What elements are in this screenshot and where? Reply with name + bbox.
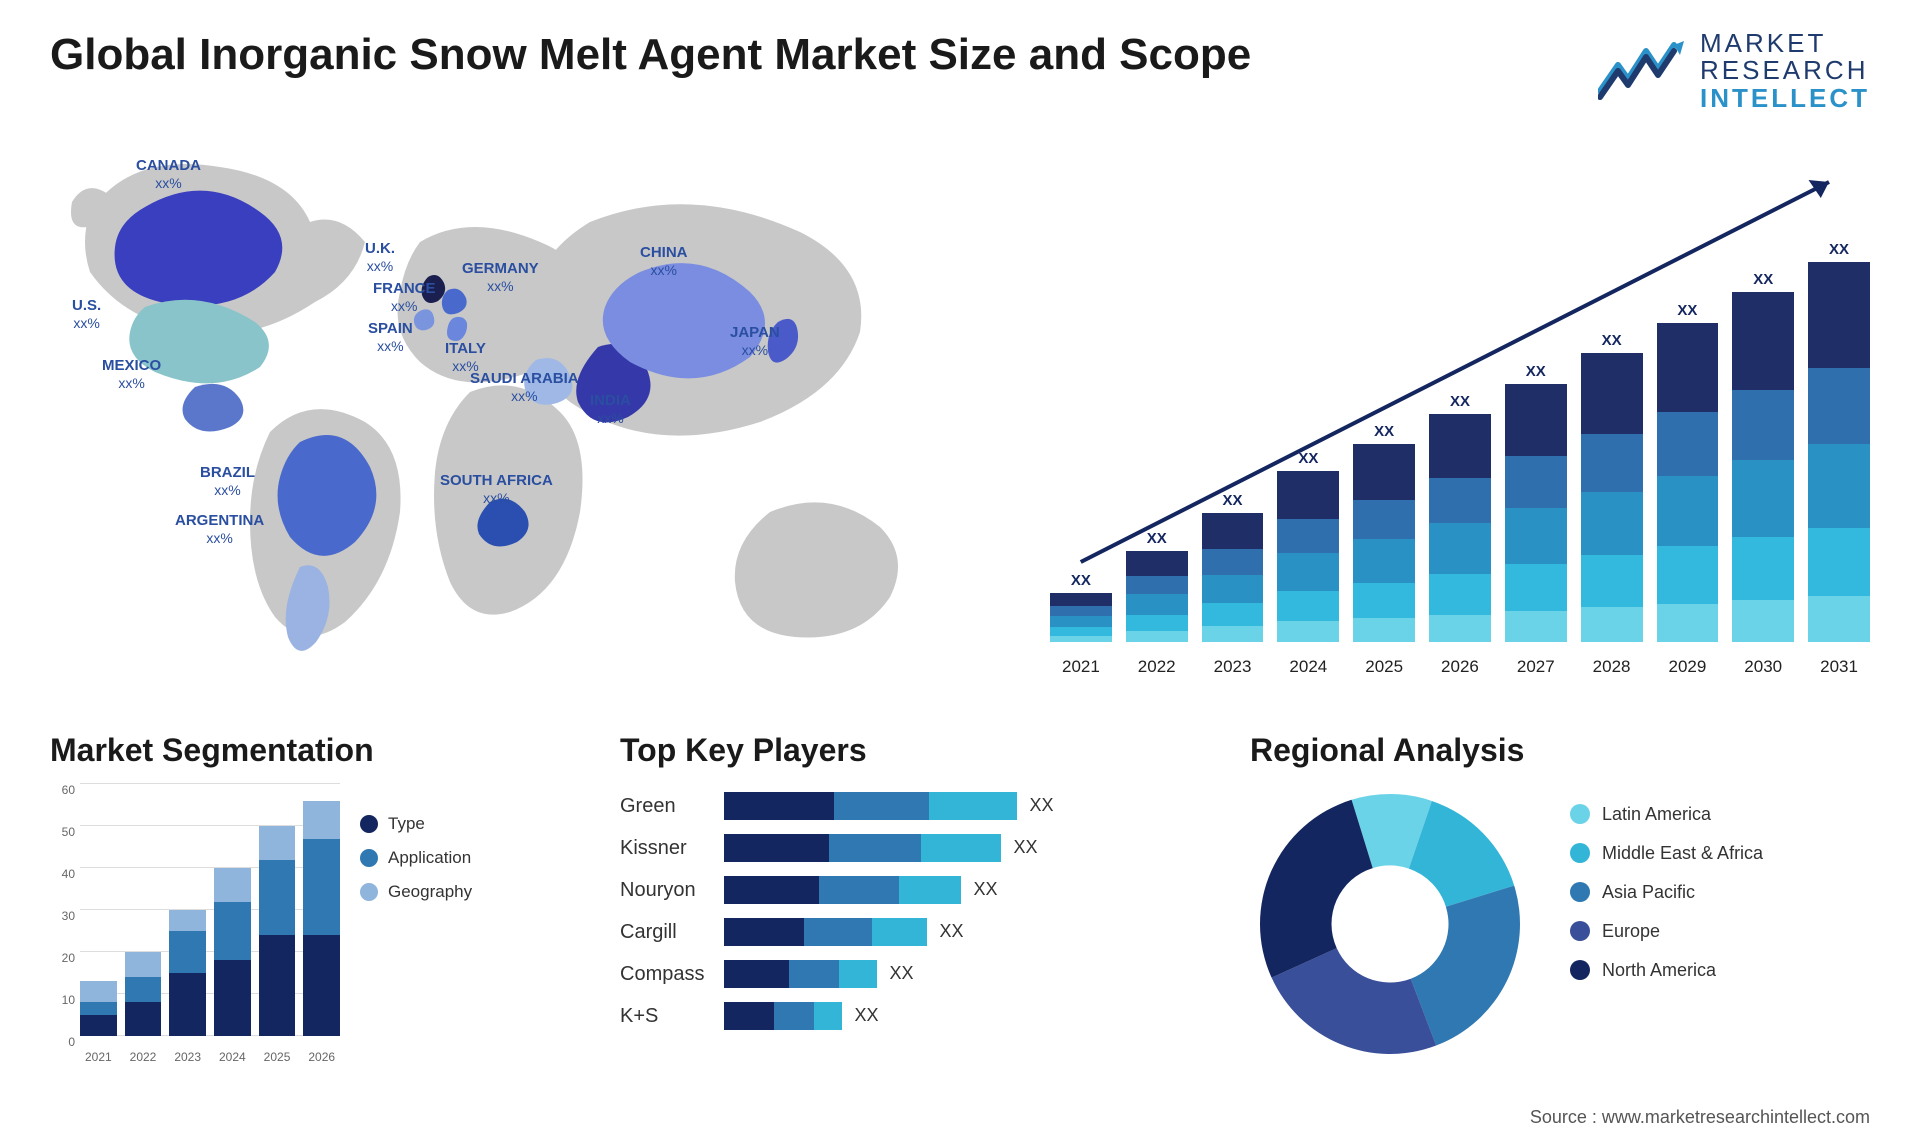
player-name: Kissner <box>620 834 704 862</box>
player-name: Compass <box>620 960 704 988</box>
player-bar: XX <box>724 876 1200 904</box>
segmentation-bar <box>303 801 340 1036</box>
map-label: U.S.xx% <box>72 297 101 332</box>
segmentation-bar <box>125 952 162 1036</box>
map-label: INDIAxx% <box>590 392 631 427</box>
regional-title: Regional Analysis <box>1250 732 1870 769</box>
segmentation-legend: Type Application Geography <box>360 784 472 1064</box>
regional-legend: Latin America Middle East & Africa Asia Pa… <box>1560 784 1763 981</box>
map-label: GERMANYxx% <box>462 260 539 295</box>
growth-bar: XX <box>1202 492 1264 642</box>
segmentation-bar <box>80 981 117 1036</box>
segmentation-bar <box>259 826 296 1036</box>
growth-bar: XX <box>1050 572 1112 642</box>
player-bar: XX <box>724 960 1200 988</box>
map-label: U.K.xx% <box>365 240 395 275</box>
map-label: FRANCExx% <box>373 280 436 315</box>
legend-item: Asia Pacific <box>1570 882 1763 903</box>
legend-item: North America <box>1570 960 1763 981</box>
market-segmentation: Market Segmentation 0102030405060 202120… <box>50 732 570 1064</box>
growth-bar: XX <box>1277 450 1339 642</box>
map-label: SAUDI ARABIAxx% <box>470 370 579 405</box>
growth-bar-chart: XXXXXXXXXXXXXXXXXXXXXX 20212022202320242… <box>1050 132 1870 692</box>
growth-bar: XX <box>1657 302 1719 642</box>
logo: MARKET RESEARCH INTELLECT <box>1598 30 1870 112</box>
map-label: CHINAxx% <box>640 244 688 279</box>
legend-item: Middle East & Africa <box>1570 843 1763 864</box>
growth-bar: XX <box>1732 271 1794 642</box>
growth-bar: XX <box>1505 363 1567 642</box>
header: Global Inorganic Snow Melt Agent Market … <box>50 30 1870 112</box>
logo-text: MARKET RESEARCH INTELLECT <box>1700 30 1870 112</box>
player-bar: XX <box>724 834 1200 862</box>
map-label: SOUTH AFRICAxx% <box>440 472 553 507</box>
map-label: BRAZILxx% <box>200 464 255 499</box>
segmentation-bar <box>169 910 206 1036</box>
growth-bar: XX <box>1126 530 1188 642</box>
growth-bar: XX <box>1581 332 1643 642</box>
map-label: ARGENTINAxx% <box>175 512 264 547</box>
legend-item: Application <box>360 848 472 868</box>
map-label: MEXICOxx% <box>102 357 161 392</box>
top-row: CANADAxx% U.S.xx%MEXICOxx% BRAZILxx% ARGENT… <box>50 132 1870 692</box>
legend-item: Geography <box>360 882 472 902</box>
growth-bar: XX <box>1429 393 1491 642</box>
legend-item: Type <box>360 814 472 834</box>
map-label: JAPANxx% <box>730 324 780 359</box>
bottom-row: Market Segmentation 0102030405060 202120… <box>50 732 1870 1064</box>
page-title: Global Inorganic Snow Melt Agent Market … <box>50 30 1251 80</box>
segmentation-bar <box>214 868 251 1036</box>
segmentation-chart: 0102030405060 202120222023202420252026 <box>50 784 340 1064</box>
growth-bar: XX <box>1353 423 1415 642</box>
logo-icon <box>1598 41 1688 101</box>
player-bar: XX <box>724 918 1200 946</box>
map-label: SPAINxx% <box>368 320 413 355</box>
map-label: CANADAxx% <box>136 157 201 192</box>
player-name: Cargill <box>620 918 704 946</box>
players-title: Top Key Players <box>620 732 1200 769</box>
top-key-players: Top Key Players Green Kissner Nouryon Cargi… <box>620 732 1200 1030</box>
donut-slice <box>1260 800 1373 978</box>
world-map: CANADAxx% U.S.xx%MEXICOxx% BRAZILxx% ARGENT… <box>50 132 1010 692</box>
source-label: Source : www.marketresearchintellect.com <box>1530 1107 1870 1128</box>
player-bar: XX <box>724 792 1200 820</box>
player-name: Nouryon <box>620 876 704 904</box>
legend-item: Latin America <box>1570 804 1763 825</box>
regional-analysis: Regional Analysis Latin America Middle Ea… <box>1250 732 1870 1064</box>
player-bar: XX <box>724 1002 1200 1030</box>
player-name: Green <box>620 792 704 820</box>
legend-item: Europe <box>1570 921 1763 942</box>
player-name: K+S <box>620 1002 704 1030</box>
regional-donut-chart <box>1250 784 1530 1064</box>
segmentation-title: Market Segmentation <box>50 732 570 769</box>
donut-slice <box>1411 885 1520 1045</box>
growth-bar: XX <box>1808 241 1870 642</box>
